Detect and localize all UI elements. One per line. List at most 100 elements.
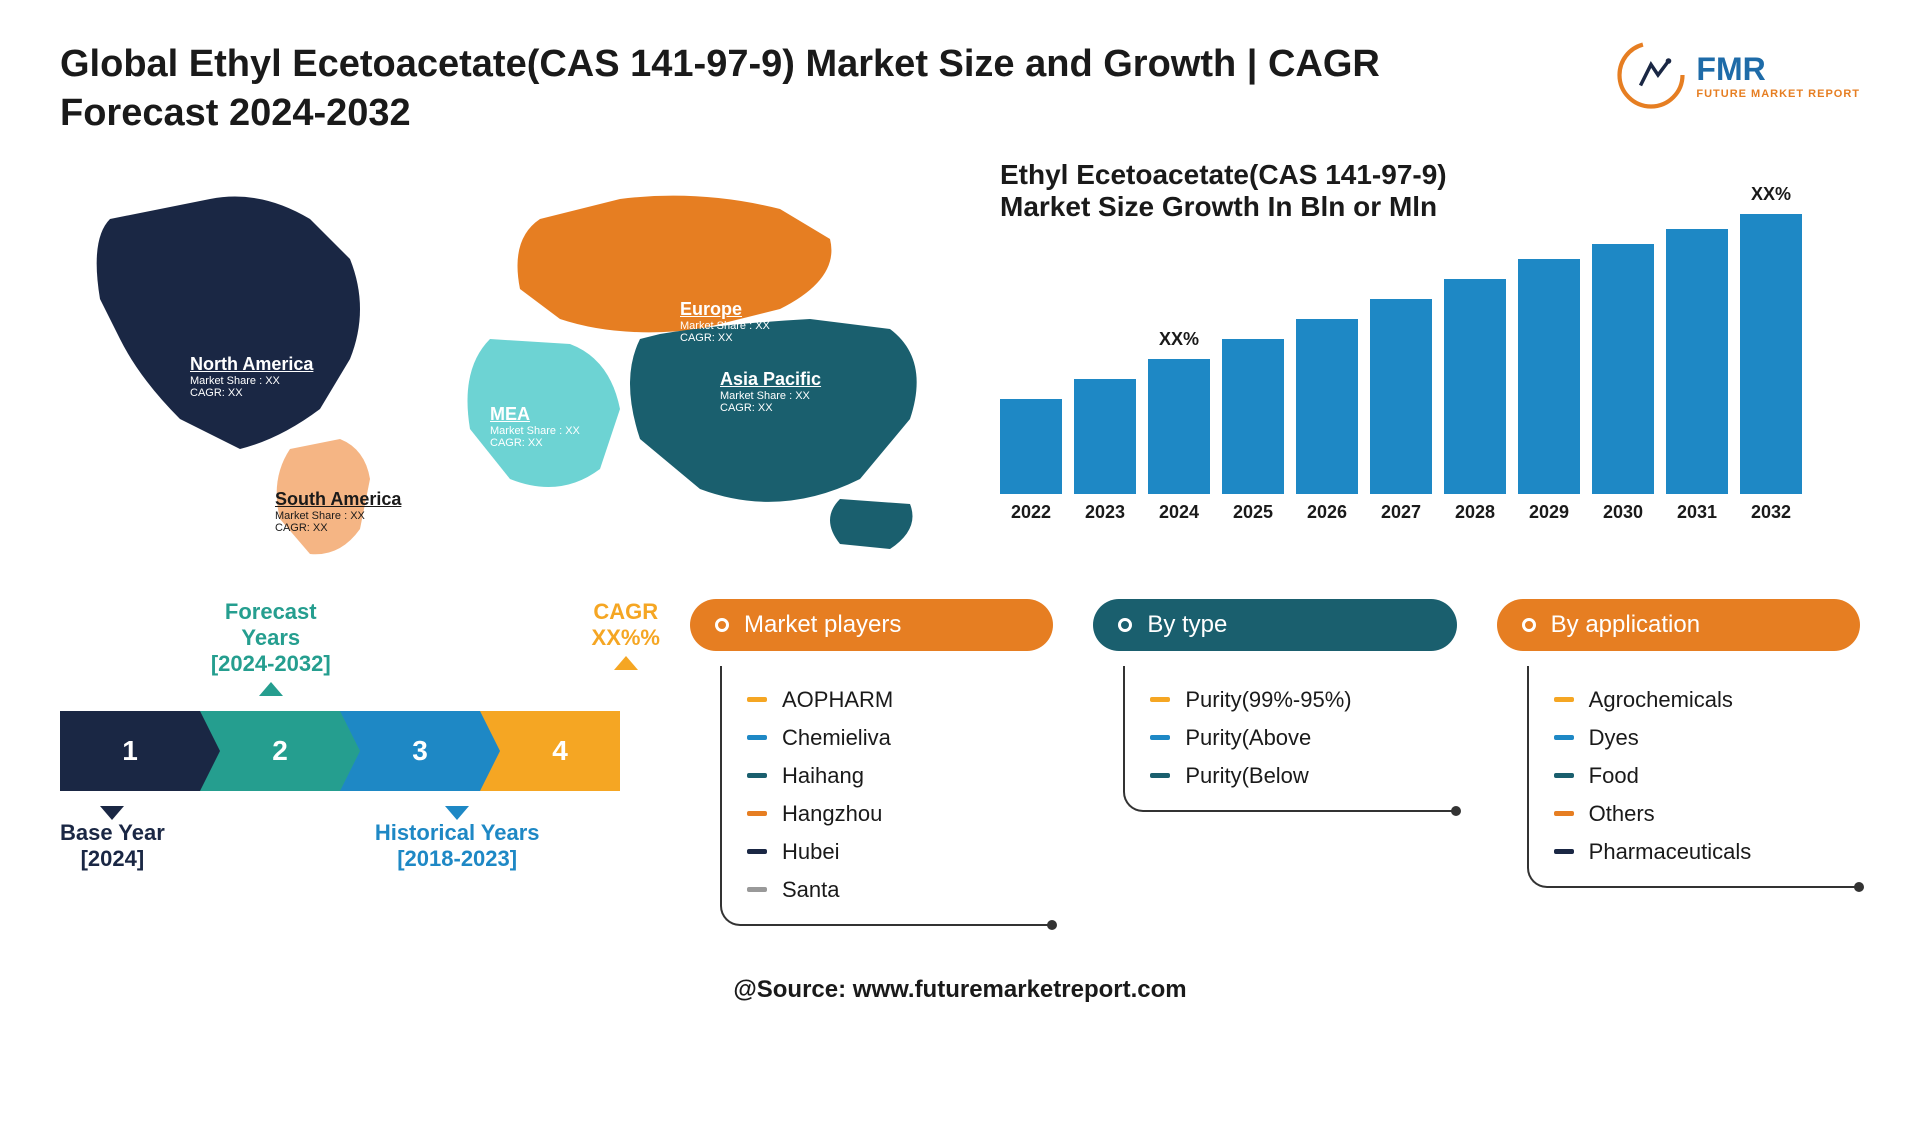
dot-icon bbox=[715, 618, 729, 632]
step-3: 3 bbox=[340, 711, 480, 791]
page-title: Global Ethyl Ecetoacetate(CAS 141-97-9) … bbox=[60, 40, 1460, 139]
arrow-up-icon bbox=[259, 682, 283, 696]
dot-icon bbox=[1118, 618, 1132, 632]
dash-icon bbox=[1554, 811, 1574, 816]
region-label: North AmericaMarket Share : XXCAGR: XX bbox=[190, 354, 313, 399]
bar bbox=[1296, 319, 1358, 494]
base-year-label: Base Year [2024] bbox=[60, 801, 165, 872]
info-item: Food bbox=[1554, 757, 1860, 795]
info-column: By type Purity(99%-95%)Purity(AbovePurity… bbox=[1093, 599, 1456, 926]
bar-year-label: 2029 bbox=[1529, 502, 1569, 523]
bar bbox=[1592, 244, 1654, 494]
dot-icon bbox=[1522, 618, 1536, 632]
info-item: Dyes bbox=[1554, 719, 1860, 757]
bar bbox=[1222, 339, 1284, 494]
cagr-label: CAGR XX%% bbox=[592, 599, 660, 701]
bar bbox=[1148, 359, 1210, 494]
info-item: Purity(Above bbox=[1150, 719, 1456, 757]
bar-pct: XX% bbox=[1159, 329, 1199, 350]
bar bbox=[1444, 279, 1506, 494]
region-label: EuropeMarket Share : XXCAGR: XX bbox=[680, 299, 770, 344]
bar-wrap: 2028 bbox=[1444, 279, 1506, 523]
lower-section: Forecast Years [2024-2032] CAGR XX%% 1 2… bbox=[60, 599, 1860, 926]
header: Global Ethyl Ecetoacetate(CAS 141-97-9) … bbox=[60, 40, 1860, 139]
bar-chart: Ethyl Ecetoacetate(CAS 141-97-9) Market … bbox=[1000, 159, 1860, 559]
step-1: 1 bbox=[60, 711, 200, 791]
bars-container: 2022 2023 XX% 2024 2025 2026 2027 2028 2029 2030 2… bbox=[1000, 243, 1860, 523]
bar bbox=[1518, 259, 1580, 494]
source-text: @Source: www.futuremarketreport.com bbox=[60, 976, 1860, 1004]
category-pill: Market players bbox=[690, 599, 1053, 651]
bar-year-label: 2028 bbox=[1455, 502, 1495, 523]
info-item: AOPHARM bbox=[747, 681, 1053, 719]
bar bbox=[1666, 229, 1728, 494]
dash-icon bbox=[1150, 697, 1170, 702]
dash-icon bbox=[747, 697, 767, 702]
dash-icon bbox=[1554, 735, 1574, 740]
arrow-up-icon bbox=[614, 656, 638, 670]
category-pill: By application bbox=[1497, 599, 1860, 651]
world-map: North AmericaMarket Share : XXCAGR: XX So… bbox=[60, 159, 960, 559]
logo-subtitle: FUTURE MARKET REPORT bbox=[1696, 88, 1860, 100]
dash-icon bbox=[1554, 849, 1574, 854]
years-infographic: Forecast Years [2024-2032] CAGR XX%% 1 2… bbox=[60, 599, 660, 872]
bar-wrap: 2029 bbox=[1518, 259, 1580, 523]
bar-year-label: 2032 bbox=[1751, 502, 1791, 523]
category-pill: By type bbox=[1093, 599, 1456, 651]
bar bbox=[1074, 379, 1136, 494]
info-item: Santa bbox=[747, 871, 1053, 909]
bar-wrap: 2022 bbox=[1000, 399, 1062, 523]
step-2: 2 bbox=[200, 711, 340, 791]
info-list: Purity(99%-95%)Purity(AbovePurity(Below bbox=[1123, 666, 1456, 812]
info-column: By application AgrochemicalsDyesFoodOther… bbox=[1497, 599, 1860, 926]
info-item: Hubei bbox=[747, 833, 1053, 871]
bar-year-label: 2030 bbox=[1603, 502, 1643, 523]
info-item: Haihang bbox=[747, 757, 1053, 795]
dash-icon bbox=[1554, 697, 1574, 702]
bar bbox=[1000, 399, 1062, 494]
dash-icon bbox=[1150, 773, 1170, 778]
region-label: Asia PacificMarket Share : XXCAGR: XX bbox=[720, 369, 821, 414]
info-item: Agrochemicals bbox=[1554, 681, 1860, 719]
info-column: Market players AOPHARMChemielivaHaihangHa… bbox=[690, 599, 1053, 926]
dash-icon bbox=[747, 811, 767, 816]
info-item: Pharmaceuticals bbox=[1554, 833, 1860, 871]
bar-year-label: 2024 bbox=[1159, 502, 1199, 523]
bar-year-label: 2026 bbox=[1307, 502, 1347, 523]
bar-wrap: XX%2032 bbox=[1740, 214, 1802, 523]
bar-wrap: 2027 bbox=[1370, 299, 1432, 523]
info-list: AOPHARMChemielivaHaihangHangzhouHubeiSan… bbox=[720, 666, 1053, 926]
bar-year-label: 2025 bbox=[1233, 502, 1273, 523]
dash-icon bbox=[1554, 773, 1574, 778]
region-label: South AmericaMarket Share : XXCAGR: XX bbox=[275, 489, 401, 534]
arrow-down-icon bbox=[100, 806, 124, 820]
bar bbox=[1740, 214, 1802, 494]
bar-wrap: 2026 bbox=[1296, 319, 1358, 523]
logo: FMR FUTURE MARKET REPORT bbox=[1616, 40, 1860, 110]
forecast-label: Forecast Years [2024-2032] bbox=[210, 599, 332, 701]
dash-icon bbox=[747, 887, 767, 892]
arrow-down-icon bbox=[445, 806, 469, 820]
dash-icon bbox=[747, 773, 767, 778]
upper-section: North AmericaMarket Share : XXCAGR: XX So… bbox=[60, 159, 1860, 559]
bar-year-label: 2023 bbox=[1085, 502, 1125, 523]
info-item: Others bbox=[1554, 795, 1860, 833]
bar-wrap: 2025 bbox=[1222, 339, 1284, 523]
dash-icon bbox=[747, 735, 767, 740]
historical-label: Historical Years [2018-2023] bbox=[375, 801, 540, 872]
dash-icon bbox=[1150, 735, 1170, 740]
bar-year-label: 2031 bbox=[1677, 502, 1717, 523]
info-item: Chemieliva bbox=[747, 719, 1053, 757]
info-item: Purity(99%-95%) bbox=[1150, 681, 1456, 719]
steps-row: 1 2 3 4 bbox=[60, 711, 660, 791]
info-item: Purity(Below bbox=[1150, 757, 1456, 795]
region-label: MEAMarket Share : XXCAGR: XX bbox=[490, 404, 580, 449]
step-4: 4 bbox=[480, 711, 620, 791]
bar-pct: XX% bbox=[1751, 184, 1791, 205]
bar-year-label: 2027 bbox=[1381, 502, 1421, 523]
bar-wrap: 2030 bbox=[1592, 244, 1654, 523]
bar bbox=[1370, 299, 1432, 494]
logo-text: FMR bbox=[1696, 51, 1860, 88]
bar-year-label: 2022 bbox=[1011, 502, 1051, 523]
fmr-logo-icon bbox=[1616, 40, 1686, 110]
